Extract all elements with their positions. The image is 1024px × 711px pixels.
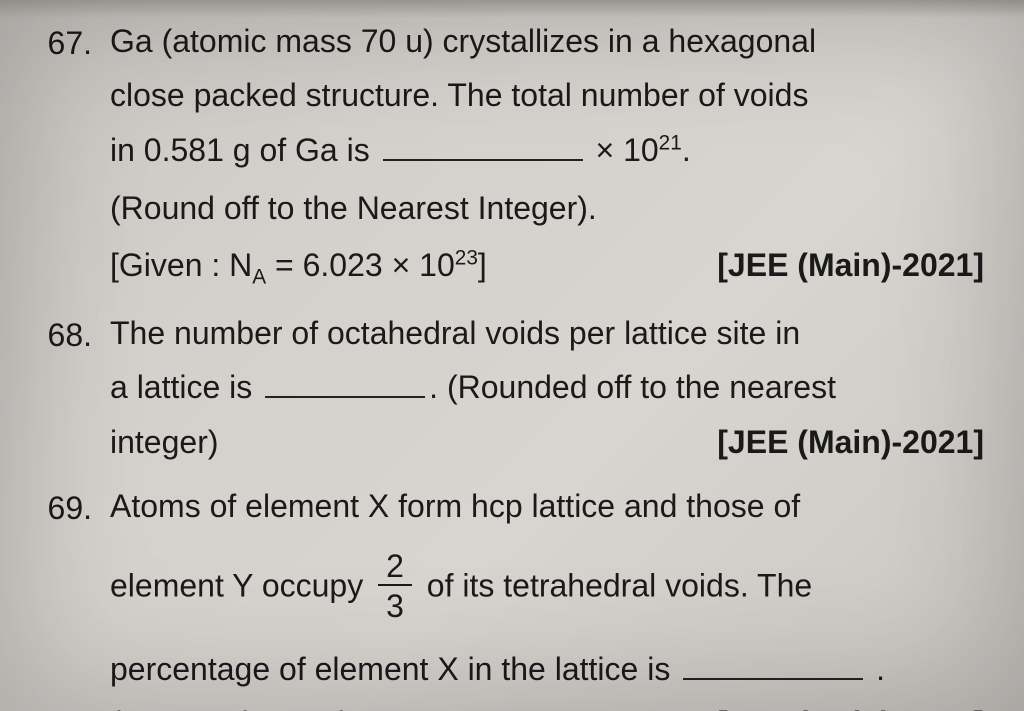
q68-line2: a lattice is . (Rounded off to the neare…	[110, 364, 984, 410]
q67-line2: close packed structure. The total number…	[110, 72, 984, 118]
q69-line3-suffix: .	[876, 651, 885, 687]
question-body: The number of octahedral voids per latti…	[110, 310, 984, 473]
jee-tag: [JEE (Main)-2021]	[717, 419, 984, 465]
given-sub: A	[252, 265, 266, 288]
q67-fill-line: in 0.581 g of Ga is × 1021.	[110, 127, 984, 173]
fraction-denominator: 3	[378, 586, 412, 622]
q68-line2-prefix: a lattice is	[110, 369, 252, 405]
jee-tag: [JEE (Main)-2021]	[717, 242, 984, 288]
q69-line3-prefix: percentage of element X in the lattice i…	[110, 651, 670, 687]
question-number: 68.	[0, 310, 110, 358]
q67-fill-tail: .	[682, 132, 691, 168]
q69-line4-row: (Nearest integer) [JEE (Main)-2022]	[110, 700, 984, 711]
question-68: 68. The number of octahedral voids per l…	[0, 310, 984, 473]
given-exp: 23	[455, 246, 478, 269]
given-eq: = 6.023 × 10	[266, 247, 455, 283]
blank-fill	[383, 127, 583, 161]
page-content: 67. Ga (atomic mass 70 u) crystallizes i…	[0, 0, 1024, 711]
q67-given: [Given : NA = 6.023 × 1023]	[110, 242, 487, 293]
q67-line1: Ga (atomic mass 70 u) crystallizes in a …	[110, 18, 984, 64]
question-number: 67.	[0, 18, 110, 66]
given-close: ]	[478, 247, 487, 283]
q67-exp: 21	[659, 131, 682, 154]
question-67: 67. Ga (atomic mass 70 u) crystallizes i…	[0, 18, 984, 300]
question-number: 69.	[0, 483, 110, 531]
q69-line3: percentage of element X in the lattice i…	[110, 646, 984, 692]
q69-line2: element Y occupy 2 3 of its tetrahedral …	[110, 552, 984, 624]
q68-line3: integer)	[110, 419, 219, 465]
question-body: Atoms of element X form hcp lattice and …	[110, 483, 984, 711]
fraction-numerator: 2	[378, 550, 412, 586]
fraction: 2 3	[378, 550, 412, 622]
q67-fill-prefix: in 0.581 g of Ga is	[110, 132, 370, 168]
q68-line2-suffix: . (Rounded off to the nearest	[429, 369, 836, 405]
q69-line2-suffix: of its tetrahedral voids. The	[427, 567, 812, 603]
q68-line3-row: integer) [JEE (Main)-2021]	[110, 419, 984, 465]
blank-fill	[683, 646, 863, 680]
q69-line4: (Nearest integer)	[110, 700, 350, 711]
q69-line2-prefix: element Y occupy	[110, 567, 363, 603]
given-label: [Given : N	[110, 247, 252, 283]
q67-given-row: [Given : NA = 6.023 × 1023] [JEE (Main)-…	[110, 242, 984, 293]
q67-fill-suffix: × 10	[596, 132, 659, 168]
jee-tag: [JEE (Main)-2022]	[717, 700, 984, 711]
question-69: 69. Atoms of element X form hcp lattice …	[0, 483, 984, 711]
q68-line1: The number of octahedral voids per latti…	[110, 310, 984, 356]
q69-line1: Atoms of element X form hcp lattice and …	[110, 483, 984, 529]
question-body: Ga (atomic mass 70 u) crystallizes in a …	[110, 18, 984, 300]
blank-fill	[265, 364, 425, 398]
q67-round-note: (Round off to the Nearest Integer).	[110, 185, 984, 231]
